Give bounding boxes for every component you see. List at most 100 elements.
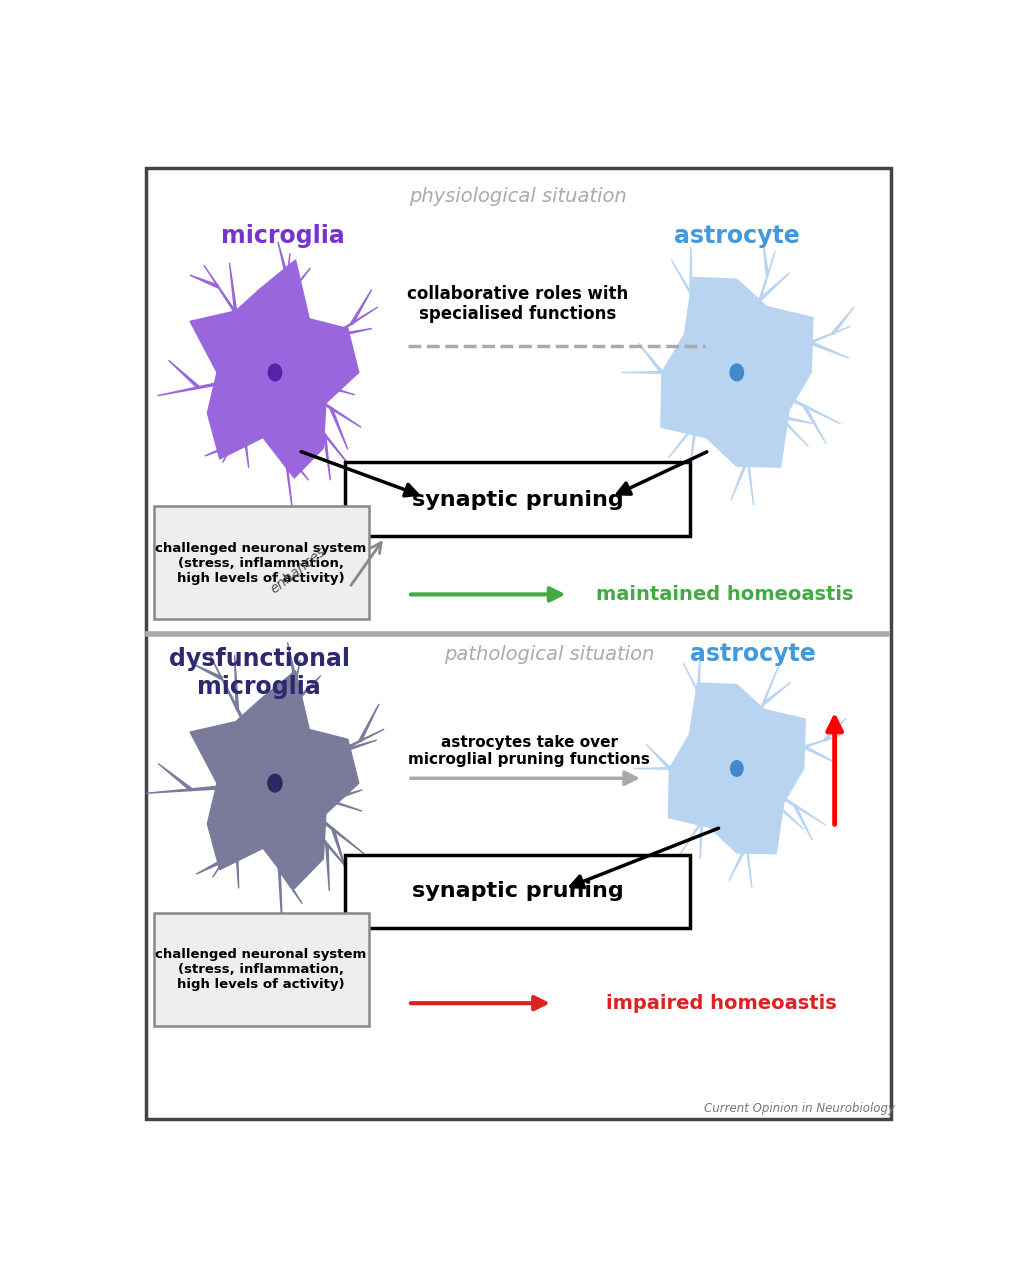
Polygon shape [274,371,362,427]
Polygon shape [330,408,347,450]
Polygon shape [196,859,224,874]
Polygon shape [205,443,233,456]
Polygon shape [288,643,297,682]
Polygon shape [234,655,238,709]
Polygon shape [279,869,302,904]
FancyBboxPatch shape [345,462,690,536]
Polygon shape [273,784,283,940]
Polygon shape [323,434,330,480]
Polygon shape [736,371,840,424]
Text: maintained homeoastis: maintained homeoastis [596,585,853,605]
Polygon shape [672,259,738,373]
Polygon shape [235,842,238,889]
Polygon shape [278,241,288,277]
Polygon shape [735,767,804,829]
Text: Current Opinion in Neurobiology: Current Opinion in Neurobiology [704,1102,895,1115]
Polygon shape [229,263,237,314]
Polygon shape [804,745,837,763]
Polygon shape [222,371,277,462]
Polygon shape [274,307,378,375]
Polygon shape [274,371,351,467]
Text: dysfunctional
microglia: dysfunctional microglia [169,646,349,699]
Polygon shape [810,342,849,358]
Polygon shape [242,427,248,467]
Polygon shape [832,307,854,334]
FancyBboxPatch shape [345,855,690,928]
FancyBboxPatch shape [154,507,369,618]
Polygon shape [763,682,791,705]
Polygon shape [212,781,277,878]
Text: physiological situation: physiological situation [409,187,626,206]
Polygon shape [621,370,737,375]
Text: astrocyte: astrocyte [674,224,800,248]
Polygon shape [284,450,308,480]
Polygon shape [803,405,826,443]
Text: astrocyte: astrocyte [690,643,815,665]
FancyBboxPatch shape [145,168,891,1119]
Text: impaired homeoastis: impaired homeoastis [606,993,836,1012]
Text: collaborative roles with
specialised functions: collaborative roles with specialised fun… [407,284,628,324]
Text: enhances: enhances [268,544,329,596]
Polygon shape [669,683,805,853]
Polygon shape [731,458,748,500]
Polygon shape [729,845,747,880]
Circle shape [269,364,282,381]
Circle shape [730,364,743,381]
Polygon shape [360,704,379,742]
Polygon shape [275,781,363,812]
Polygon shape [736,767,826,826]
Polygon shape [633,766,737,771]
Polygon shape [275,729,384,785]
Polygon shape [669,371,738,457]
Polygon shape [736,735,840,771]
Polygon shape [274,781,365,853]
Text: challenged neuronal system
(stress, inflammation,
high levels of activity): challenged neuronal system (stress, infl… [156,541,367,584]
Polygon shape [661,278,813,467]
Polygon shape [158,370,276,396]
Polygon shape [735,665,779,770]
Polygon shape [794,805,812,841]
Polygon shape [700,820,703,859]
Text: astrocytes take over
microglial pruning functions: astrocytes take over microglial pruning … [408,734,650,767]
Polygon shape [204,265,277,373]
Polygon shape [332,828,347,875]
Polygon shape [275,370,355,395]
Polygon shape [326,845,329,892]
Circle shape [730,761,743,776]
Polygon shape [193,664,222,679]
Circle shape [268,775,282,792]
Polygon shape [273,253,290,373]
Polygon shape [331,329,372,338]
Polygon shape [274,781,355,876]
Text: challenged neuronal system
(stress, inflammation,
high levels of activity): challenged neuronal system (stress, infl… [156,949,367,992]
Polygon shape [283,268,310,302]
Polygon shape [735,371,808,447]
Polygon shape [824,719,846,742]
Polygon shape [190,671,359,889]
Polygon shape [691,423,697,465]
Text: synaptic pruning: synaptic pruning [412,489,623,509]
Polygon shape [735,372,753,505]
Polygon shape [736,326,850,375]
Polygon shape [146,781,275,794]
Polygon shape [690,248,692,293]
Polygon shape [328,790,363,801]
Polygon shape [334,740,377,754]
Polygon shape [322,373,355,387]
Polygon shape [210,655,277,785]
Polygon shape [780,415,813,423]
Polygon shape [735,768,751,888]
Polygon shape [190,260,359,478]
Polygon shape [169,361,199,389]
Polygon shape [646,744,671,770]
Polygon shape [684,663,738,770]
Polygon shape [760,273,790,301]
Polygon shape [697,652,700,692]
Polygon shape [351,290,372,324]
Polygon shape [290,676,321,707]
Polygon shape [681,767,738,853]
Text: synaptic pruning: synaptic pruning [412,880,623,900]
Polygon shape [735,251,775,373]
Polygon shape [763,239,769,276]
Polygon shape [638,343,663,373]
